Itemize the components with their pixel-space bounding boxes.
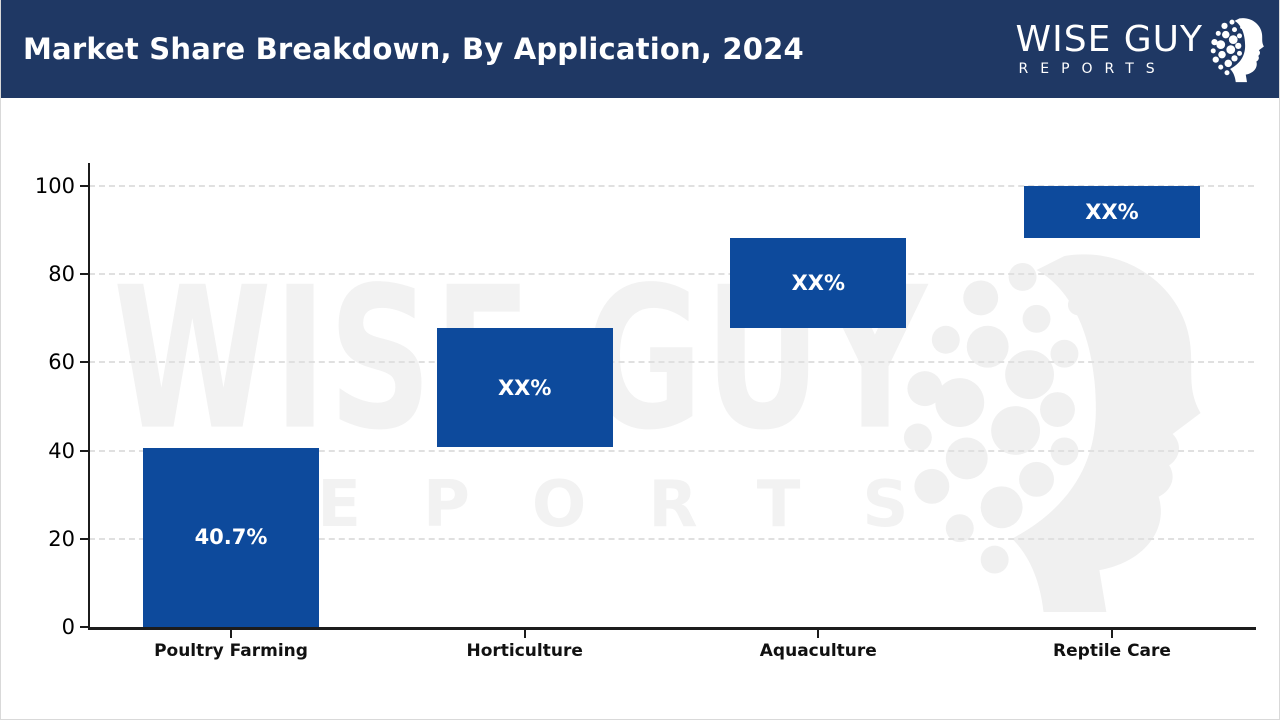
bar-value-label: XX% — [497, 375, 552, 400]
gridline-80 — [89, 273, 1254, 276]
y-tick-40 — [80, 449, 89, 452]
bar-value-label: 40.7% — [194, 525, 268, 550]
y-tick-label-60: 60 — [48, 350, 75, 375]
y-tick-0 — [80, 626, 89, 628]
y-tick-80 — [80, 273, 89, 276]
bar-value-label: XX% — [791, 271, 846, 295]
gridline-20 — [89, 537, 1254, 540]
x-tick-horticulture — [523, 630, 526, 638]
x-tick-reptile-care — [1111, 630, 1113, 638]
bar-aquaculture: XX% — [730, 238, 907, 328]
logo-line-reports: REPORTS — [1018, 61, 1167, 77]
wise-guy-reports-logo: WISE GUY REPORTS — [1016, 12, 1268, 86]
y-tick-label-80: 80 — [48, 262, 75, 287]
gridline-100 — [89, 185, 1254, 187]
bar-poultry-farming: 40.7% — [143, 447, 319, 627]
category-label-aquaculture: Aquaculture — [759, 641, 877, 661]
category-label-horticulture: Horticulture — [466, 641, 583, 661]
logo-line-wise-guy: WISE GUY — [1015, 19, 1203, 60]
header-bar: Market Share Breakdown, By Application, … — [1, 0, 1279, 98]
gridline-60 — [89, 361, 1254, 364]
bar-horticulture: XX% — [436, 327, 613, 448]
page-title: Market Share Breakdown, By Application, … — [23, 32, 804, 66]
logo-wordmark: WISE GUY REPORTS — [1015, 19, 1204, 77]
bar-value-label: XX% — [1085, 200, 1139, 225]
y-tick-100 — [80, 185, 89, 187]
category-label-reptile-care: Reptile Care — [1053, 641, 1171, 661]
y-tick-20 — [80, 537, 89, 540]
x-axis-line — [88, 627, 1256, 630]
y-tick-label-20: 20 — [48, 526, 75, 551]
y-tick-60 — [80, 361, 89, 364]
y-axis-line — [88, 163, 90, 629]
x-tick-aquaculture — [817, 630, 820, 638]
category-label-poultry-farming: Poultry Farming — [154, 641, 308, 661]
watermark-subtext: REPORTS — [206, 468, 971, 542]
y-tick-label-40: 40 — [48, 438, 75, 463]
x-tick-poultry-farming — [230, 630, 232, 638]
y-tick-label-100: 100 — [34, 174, 75, 198]
gridline-40 — [89, 449, 1254, 452]
y-tick-label-0: 0 — [61, 615, 75, 639]
bar-reptile-care: XX% — [1024, 186, 1200, 239]
